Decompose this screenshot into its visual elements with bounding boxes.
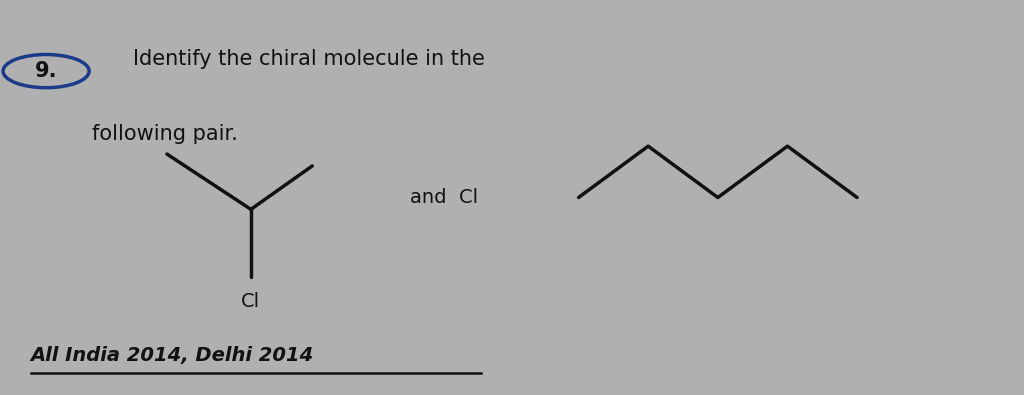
- Text: Cl: Cl: [242, 292, 260, 311]
- Text: All India 2014, Delhi 2014: All India 2014, Delhi 2014: [31, 346, 314, 365]
- Text: and  Cl: and Cl: [410, 188, 478, 207]
- Text: Identify the chiral molecule in the: Identify the chiral molecule in the: [133, 49, 485, 69]
- Text: following pair.: following pair.: [92, 124, 238, 144]
- Text: 9.: 9.: [35, 61, 57, 81]
